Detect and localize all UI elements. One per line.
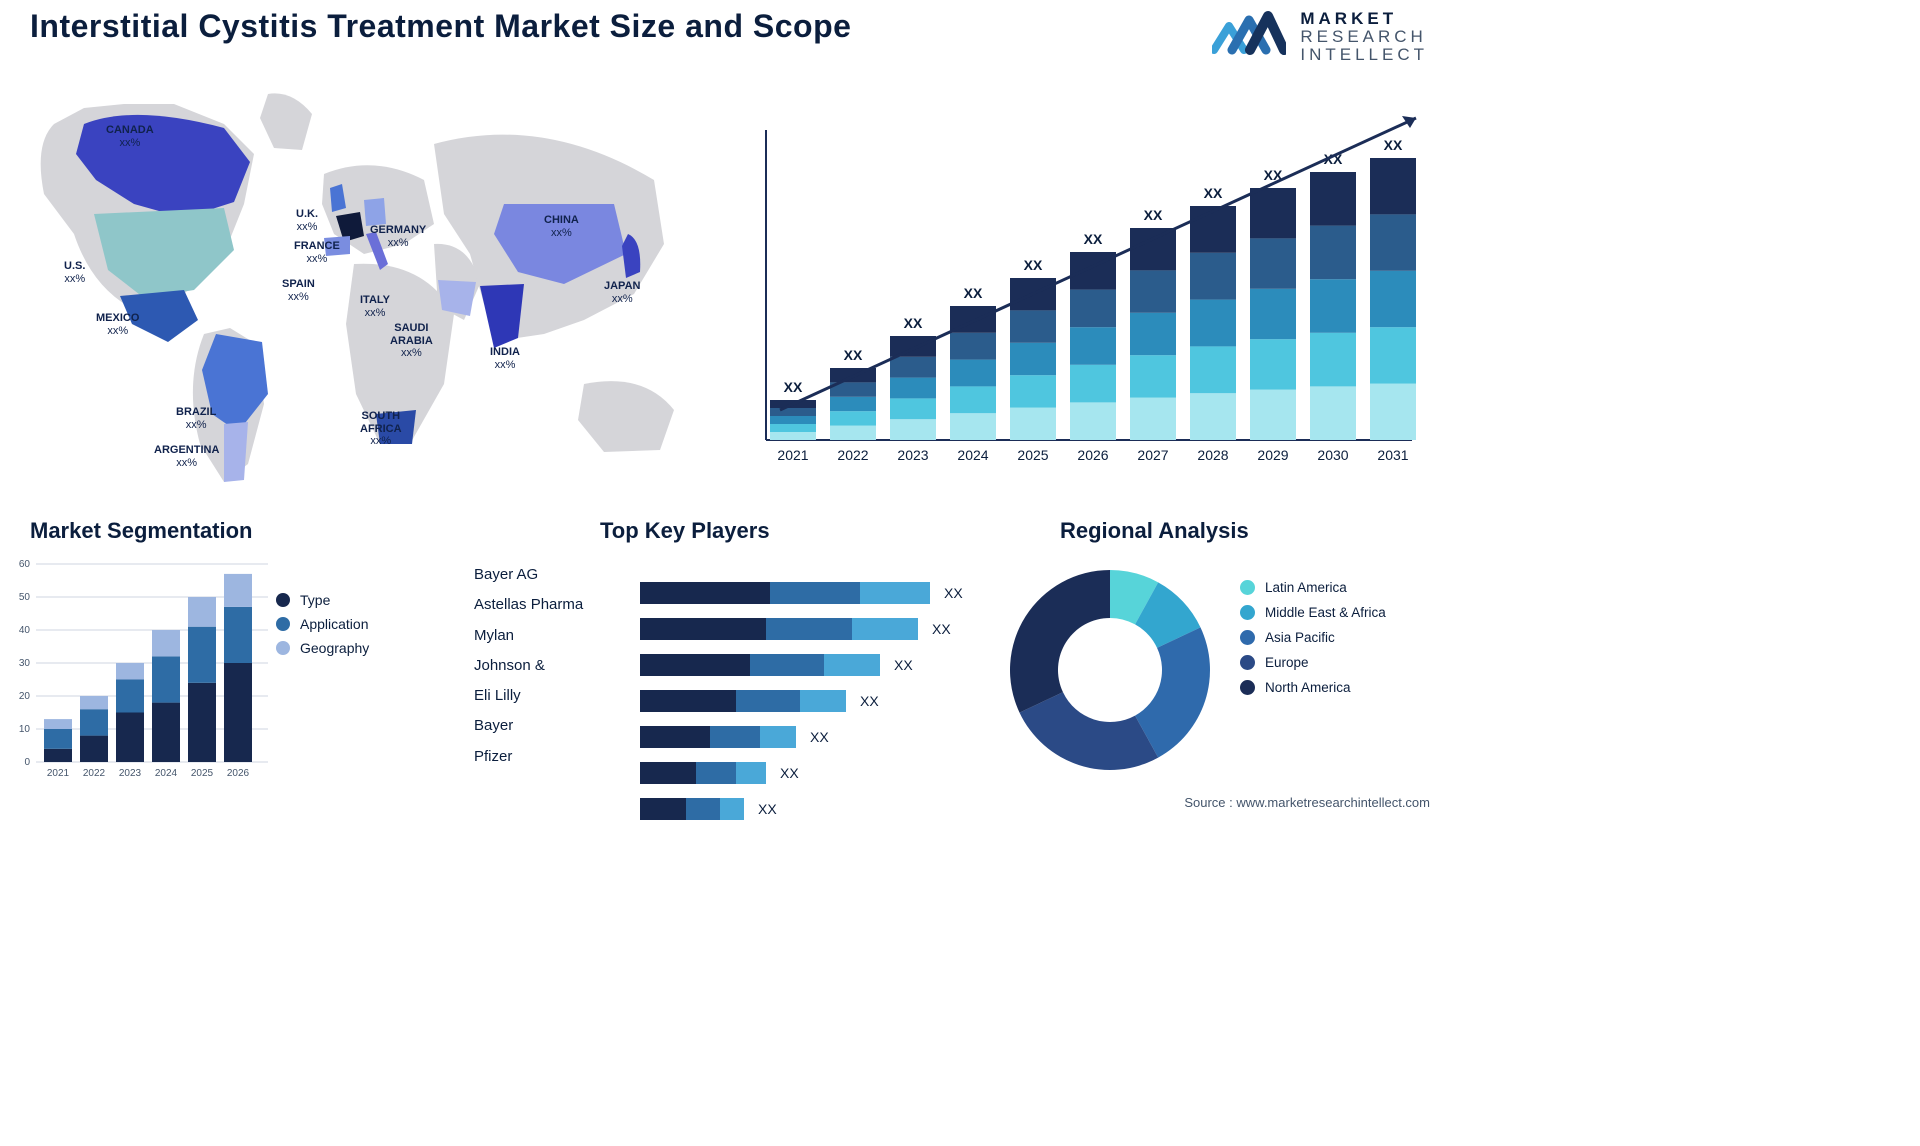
svg-text:20: 20 <box>19 691 31 702</box>
key-player-bar-row: XX <box>640 614 970 644</box>
svg-text:XX: XX <box>784 379 803 395</box>
logo-line2: RESEARCH <box>1300 28 1428 46</box>
map-label-japan: JAPANxx% <box>604 280 640 305</box>
svg-text:XX: XX <box>1384 137 1403 153</box>
svg-text:2021: 2021 <box>47 768 70 779</box>
svg-text:40: 40 <box>19 625 31 636</box>
map-label-brazil: BRAZILxx% <box>176 406 216 431</box>
regional-donut <box>1000 560 1220 780</box>
svg-text:2022: 2022 <box>837 447 868 463</box>
seg-legend-item: Geography <box>276 640 369 656</box>
world-map: CANADAxx% U.S.xx% MEXICOxx% BRAZILxx% ARGENT… <box>24 84 724 492</box>
map-label-argentina: ARGENTINAxx% <box>154 444 219 469</box>
region-legend-item: Middle East & Africa <box>1240 605 1386 620</box>
map-label-saudi-arabia: SAUDIARABIAxx% <box>390 322 433 360</box>
region-legend-item: Europe <box>1240 655 1386 670</box>
key-player-bar-row: XX <box>640 794 970 824</box>
map-label-mexico: MEXICOxx% <box>96 312 139 337</box>
svg-text:2023: 2023 <box>119 768 142 779</box>
key-player-name: Pfizer <box>474 742 583 772</box>
market-size-bar-chart: XX 2021 XX 2022 XX 2023 XX 2024 XX 2025 XX 2026 XX 20… <box>752 100 1420 476</box>
key-players-list: Bayer AGAstellas PharmaMylanJohnson &Eli… <box>474 560 583 772</box>
svg-text:XX: XX <box>1024 257 1043 273</box>
logo-line3: INTELLECT <box>1300 46 1428 64</box>
map-label-china: CHINAxx% <box>544 214 579 239</box>
key-player-name: Mylan <box>474 621 583 651</box>
region-legend-item: North America <box>1240 680 1386 695</box>
seg-legend-item: Application <box>276 616 369 632</box>
svg-text:2026: 2026 <box>227 768 250 779</box>
key-player-bar-row: XX <box>640 686 970 716</box>
svg-text:2027: 2027 <box>1137 447 1168 463</box>
svg-text:XX: XX <box>964 285 983 301</box>
region-legend-item: Latin America <box>1240 580 1386 595</box>
map-label-u-s-: U.S.xx% <box>64 260 85 285</box>
svg-text:2029: 2029 <box>1257 447 1288 463</box>
key-player-bar-row: XX <box>640 758 970 788</box>
map-label-spain: SPAINxx% <box>282 278 315 303</box>
map-label-u-k-: U.K.xx% <box>296 208 318 233</box>
map-label-canada: CANADAxx% <box>106 124 154 149</box>
svg-text:2024: 2024 <box>957 447 988 463</box>
key-player-name: Johnson & <box>474 651 583 681</box>
svg-text:2028: 2028 <box>1197 447 1228 463</box>
key-player-name: Astellas Pharma <box>474 590 583 620</box>
svg-text:2024: 2024 <box>155 768 178 779</box>
source-attribution: Source : www.marketresearchintellect.com <box>1184 795 1430 810</box>
map-label-south-africa: SOUTHAFRICAxx% <box>360 410 402 448</box>
svg-text:2025: 2025 <box>191 768 214 779</box>
key-player-bar-row: XX <box>640 578 970 608</box>
svg-text:60: 60 <box>19 559 31 570</box>
svg-text:XX: XX <box>904 315 923 331</box>
svg-text:2022: 2022 <box>83 768 106 779</box>
logo-mark-icon <box>1212 10 1286 64</box>
key-player-name: Bayer <box>474 711 583 741</box>
svg-text:XX: XX <box>1204 185 1223 201</box>
map-label-india: INDIAxx% <box>490 346 520 371</box>
key-player-bar-row: XX <box>640 722 970 752</box>
svg-text:30: 30 <box>19 658 31 669</box>
key-players-heading: Top Key Players <box>600 518 770 544</box>
svg-text:XX: XX <box>1144 207 1163 223</box>
brand-logo: MARKET RESEARCH INTELLECT <box>1212 10 1428 64</box>
svg-text:10: 10 <box>19 724 31 735</box>
regional-heading: Regional Analysis <box>1060 518 1249 544</box>
logo-line1: MARKET <box>1300 10 1428 28</box>
svg-text:2021: 2021 <box>777 447 808 463</box>
key-player-name: Bayer AG <box>474 560 583 590</box>
key-players-bars: XX XX XX XX XX XX XX <box>640 578 970 830</box>
svg-text:0: 0 <box>24 757 30 768</box>
seg-legend-item: Type <box>276 592 369 608</box>
key-player-bar-row: XX <box>640 650 970 680</box>
svg-text:2023: 2023 <box>897 447 928 463</box>
region-legend-item: Asia Pacific <box>1240 630 1386 645</box>
regional-legend: Latin America Middle East & Africa Asia Pa… <box>1240 570 1386 705</box>
svg-text:50: 50 <box>19 592 31 603</box>
map-label-germany: GERMANYxx% <box>370 224 426 249</box>
svg-text:XX: XX <box>1084 231 1103 247</box>
map-label-france: FRANCExx% <box>294 240 340 265</box>
svg-text:2025: 2025 <box>1017 447 1048 463</box>
svg-text:2026: 2026 <box>1077 447 1108 463</box>
page-title: Interstitial Cystitis Treatment Market S… <box>30 8 851 45</box>
svg-text:2030: 2030 <box>1317 447 1348 463</box>
svg-text:2031: 2031 <box>1377 447 1408 463</box>
key-player-name: Eli Lilly <box>474 681 583 711</box>
map-label-italy: ITALYxx% <box>360 294 390 319</box>
segmentation-heading: Market Segmentation <box>30 518 253 544</box>
segmentation-legend: Type Application Geography <box>276 584 369 664</box>
svg-text:XX: XX <box>844 347 863 363</box>
